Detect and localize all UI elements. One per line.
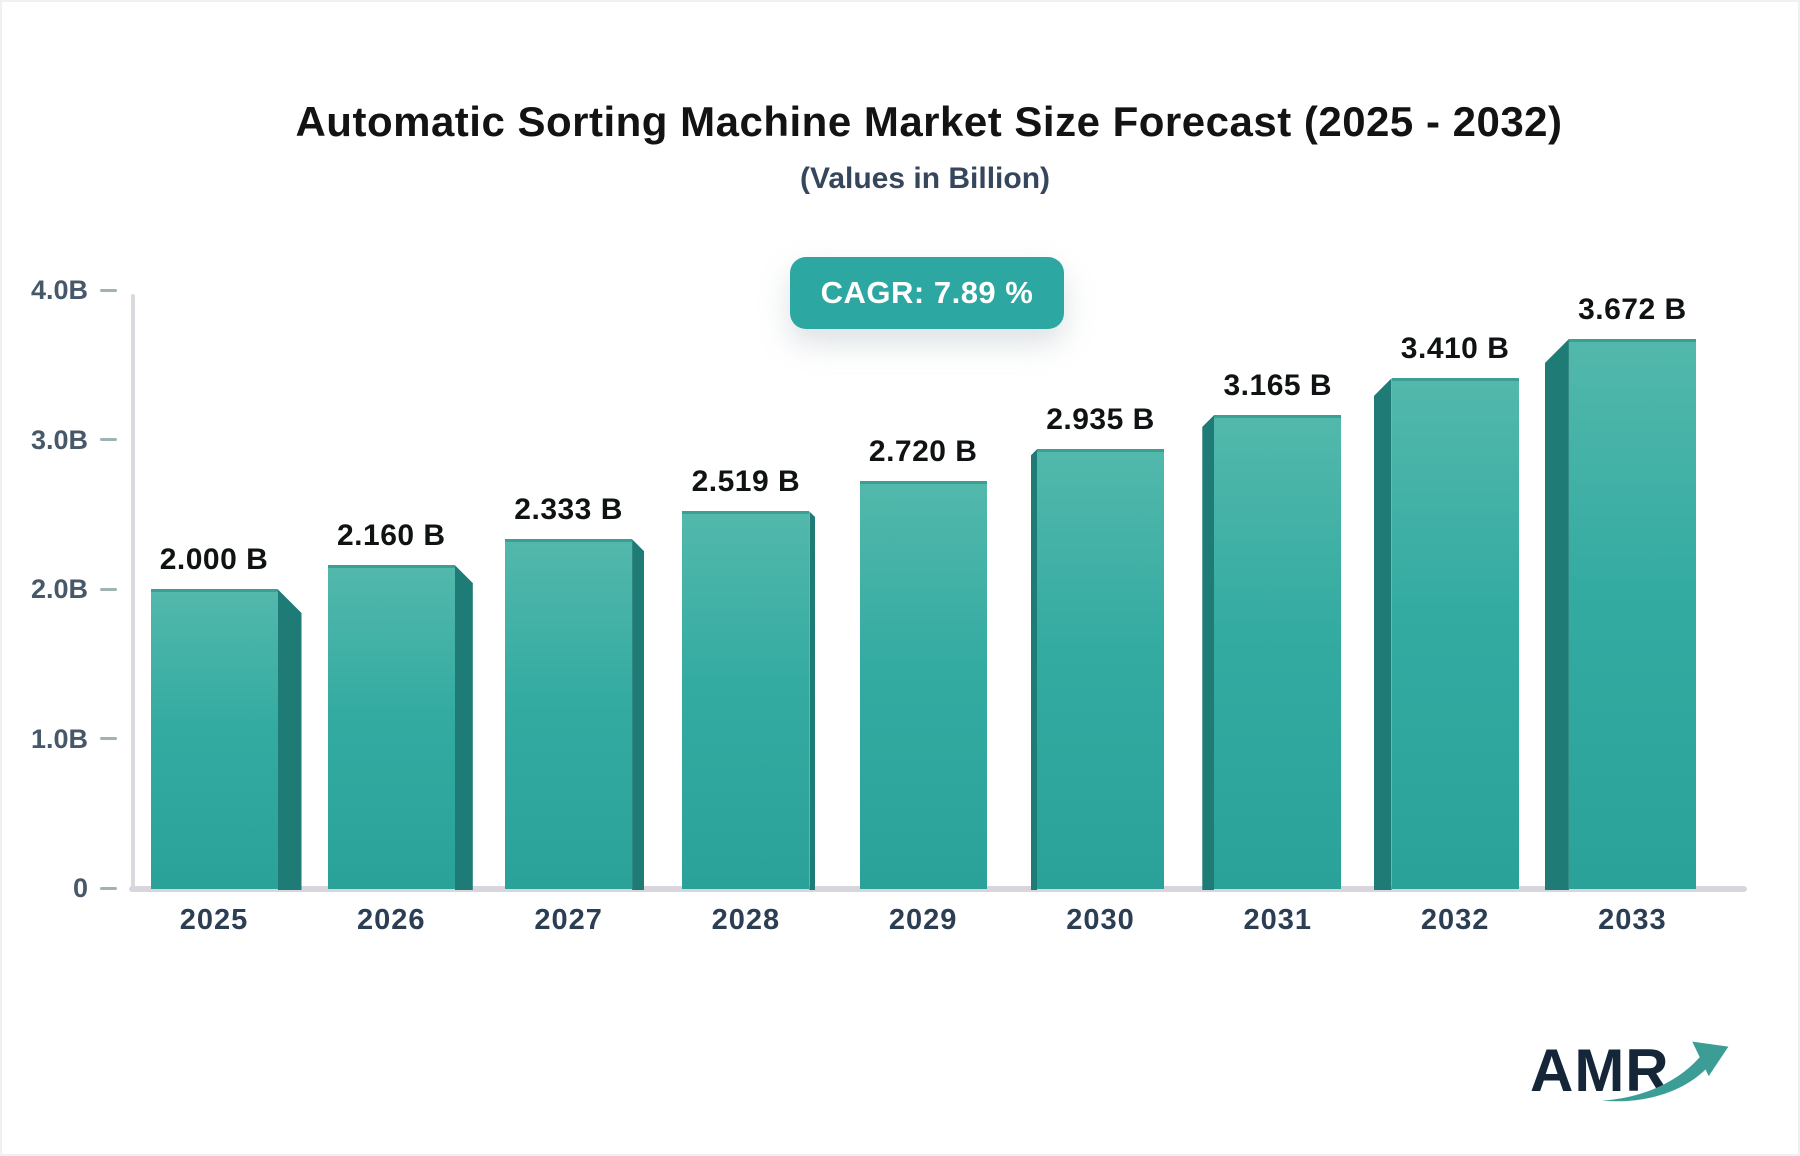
cagr-badge-label: CAGR: 7.89 % [820, 275, 1034, 310]
x-axis-label-2033: 2033 [1598, 904, 1667, 936]
bar-side-3d [632, 539, 645, 890]
bar-side-3d [1544, 339, 1569, 890]
y-axis-tick [100, 587, 117, 591]
bar-2025 [150, 589, 278, 889]
bar-value-label: 3.165 B [1223, 368, 1333, 402]
bar-value-label: 2.000 B [159, 543, 269, 576]
x-axis-label-2030: 2030 [1066, 904, 1135, 936]
y-axis-tick-label: 4.0B [30, 275, 88, 305]
bar-2027 [505, 539, 633, 889]
bar-side-3d [809, 511, 816, 890]
bar-2032 [1391, 378, 1519, 889]
bar-value-label: 2.720 B [868, 435, 978, 469]
y-axis-tick-label: 1.0B [30, 723, 88, 754]
chart-subtitle: (Values in Billion) [799, 162, 1051, 195]
brand-logo: AMR [1530, 1032, 1760, 1122]
bar-side-3d [277, 589, 302, 890]
y-axis-tick [100, 886, 117, 890]
bar-value-label: 2.333 B [514, 493, 623, 527]
bar-side-3d [1202, 414, 1215, 890]
y-axis-tick [100, 438, 117, 441]
x-axis-label-2026: 2026 [357, 904, 426, 936]
y-axis-tick-label: 0 [72, 873, 88, 903]
y-axis-tick-label: 3.0B [30, 424, 88, 455]
bar-side-3d [1031, 449, 1037, 890]
x-axis-label-2028: 2028 [711, 904, 781, 936]
x-axis-label-2027: 2027 [534, 904, 603, 936]
y-axis-line [131, 294, 135, 890]
chart-title: Automatic Sorting Machine Market Size Fo… [295, 98, 1563, 145]
x-axis-label-2031: 2031 [1243, 904, 1313, 936]
bar-value-label: 3.672 B [1578, 293, 1687, 327]
bar-side-3d [1373, 378, 1392, 890]
bar-value-label: 2.935 B [1046, 403, 1155, 437]
y-axis-tick [100, 288, 117, 292]
bar-2028 [682, 511, 810, 889]
y-axis-tick-label: 2.0B [30, 574, 88, 604]
bar-2029 [859, 481, 987, 889]
bar-2033 [1568, 339, 1696, 889]
x-axis-label-2025: 2025 [179, 904, 249, 936]
cagr-badge: CAGR: 7.89 % [790, 257, 1064, 329]
x-axis-label-2032: 2032 [1420, 904, 1490, 936]
growth-arrow-icon [1601, 1041, 1729, 1102]
bar-value-label: 2.519 B [691, 465, 801, 499]
bar-2030 [1037, 449, 1164, 889]
bar-2031 [1214, 414, 1342, 889]
x-axis-line [129, 886, 1747, 892]
y-axis-tick [100, 737, 117, 740]
bar-2026 [327, 565, 455, 889]
bar-side-3d [454, 565, 473, 890]
bar-value-label: 3.410 B [1400, 332, 1510, 366]
bar-value-label: 2.160 B [337, 519, 446, 553]
x-axis-label-2029: 2029 [888, 904, 958, 936]
